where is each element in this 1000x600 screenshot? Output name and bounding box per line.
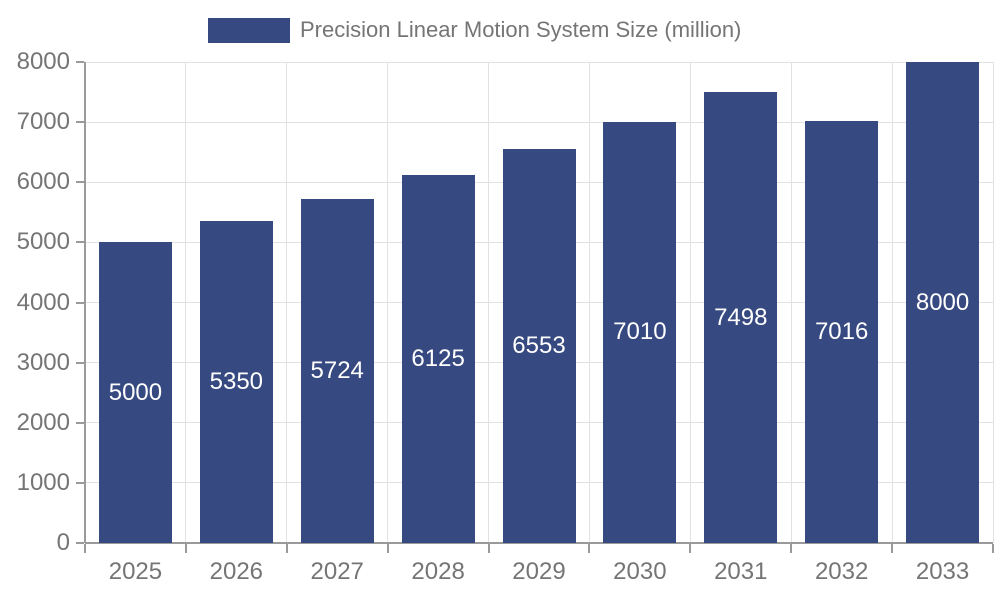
- y-tick-label: 7000: [16, 108, 70, 136]
- bar-2033[interactable]: 8000: [906, 62, 980, 543]
- x-axis-tick: [386, 544, 389, 553]
- gridline-horizontal: [85, 61, 993, 63]
- x-tick-label: 2025: [108, 558, 163, 585]
- x-axis-tick: [487, 544, 490, 553]
- y-tick-label: 8000: [16, 48, 70, 75]
- bar-value-label: 7498: [714, 303, 768, 331]
- y-axis-tick: [76, 121, 84, 124]
- bar-value-label: 6125: [411, 344, 465, 372]
- bar-2028[interactable]: 6125: [401, 174, 475, 543]
- y-axis-tick: [76, 241, 84, 244]
- y-tick-label: 6000: [16, 168, 70, 196]
- x-axis-tick: [891, 544, 894, 553]
- x-tick-label: 2031: [714, 558, 768, 585]
- bar-2025[interactable]: 5000: [98, 242, 172, 543]
- bar-2029[interactable]: 6553: [502, 149, 576, 543]
- x-tick-label: 2026: [209, 558, 264, 585]
- x-axis-tick: [84, 544, 86, 553]
- legend-swatch: [208, 17, 290, 43]
- gridline-vertical: [588, 62, 590, 543]
- bar-value-label: 7010: [613, 318, 667, 346]
- x-tick-label: 2030: [613, 558, 667, 585]
- bar-value-label: 6553: [512, 331, 566, 359]
- x-axis-tick: [790, 544, 793, 553]
- y-axis-tick: [76, 61, 84, 63]
- y-axis-tick: [76, 421, 84, 424]
- y-tick-label: 2000: [16, 408, 70, 436]
- y-axis-tick: [76, 361, 84, 364]
- x-axis-tick: [285, 544, 288, 553]
- bar-value-label: 5000: [108, 378, 163, 406]
- x-tick-label: 2032: [814, 558, 869, 585]
- gridline-vertical: [891, 62, 893, 543]
- gridline-vertical: [286, 62, 288, 543]
- x-axis-tick: [992, 544, 994, 553]
- bar-2026[interactable]: 5350: [199, 221, 273, 543]
- gridline-vertical: [992, 62, 994, 543]
- bar-value-label: 7016: [814, 318, 869, 346]
- bar-2030[interactable]: 7010: [603, 121, 677, 543]
- x-tick-label: 2033: [915, 558, 970, 585]
- y-axis-line: [84, 62, 86, 543]
- y-axis-tick: [76, 481, 84, 484]
- x-axis-tick: [689, 544, 692, 553]
- y-tick-label: 0: [56, 529, 70, 556]
- bar-2031[interactable]: 7498: [704, 92, 778, 543]
- gridline-vertical: [387, 62, 389, 543]
- gridline-vertical: [185, 62, 187, 543]
- bar-value-label: 8000: [915, 288, 970, 316]
- gridline-vertical: [790, 62, 792, 543]
- bar-2027[interactable]: 5724: [300, 198, 374, 543]
- y-axis-tick: [76, 181, 84, 184]
- x-tick-label: 2027: [310, 558, 364, 585]
- gridline-vertical: [488, 62, 490, 543]
- bar-value-label: 5350: [209, 368, 264, 396]
- y-tick-label: 1000: [16, 468, 70, 496]
- bar-value-label: 5724: [310, 356, 364, 384]
- gridline-horizontal: [85, 121, 993, 123]
- y-axis-tick: [76, 301, 84, 304]
- y-axis-tick: [76, 542, 84, 544]
- x-tick-label: 2029: [512, 558, 566, 585]
- gridline-vertical: [689, 62, 691, 543]
- x-axis-line: [85, 542, 993, 544]
- x-axis-tick: [588, 544, 591, 553]
- legend[interactable]: Precision Linear Motion System Size (mil…: [208, 17, 741, 43]
- legend-label: Precision Linear Motion System Size (mil…: [300, 17, 742, 42]
- x-tick-label: 2028: [411, 558, 465, 585]
- y-tick-label: 4000: [16, 288, 70, 316]
- y-tick-label: 3000: [16, 348, 70, 376]
- y-tick-label: 5000: [16, 228, 70, 256]
- x-axis-tick: [184, 544, 187, 553]
- bar-2032[interactable]: 7016: [805, 121, 879, 543]
